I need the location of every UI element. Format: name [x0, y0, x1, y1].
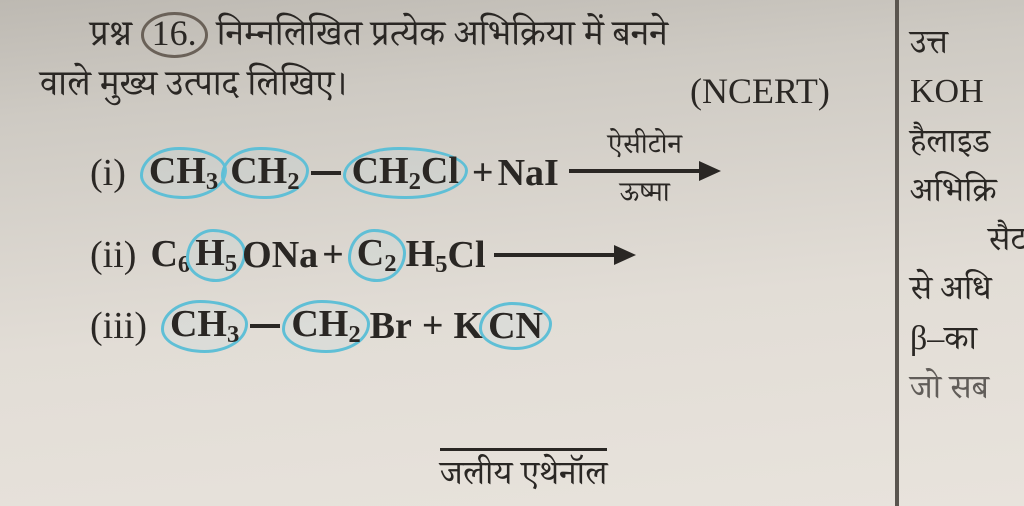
txt: CH: [230, 150, 287, 192]
sub: 5: [435, 251, 447, 278]
right-text-8: जो सब: [910, 363, 1024, 412]
reaction-arrow-ii: [494, 245, 636, 265]
br: Br: [370, 304, 412, 348]
txt: H: [195, 232, 225, 274]
txt: H: [406, 233, 436, 275]
reaction-iii: (iii) CH3 CH2 Br + K CN: [90, 300, 890, 353]
reaction-ii-num: (ii): [90, 233, 136, 277]
plus-sign: +: [422, 304, 444, 348]
main-column: प्रश्न 16. निम्नलिखित प्रत्येक अभिक्रिया…: [90, 12, 890, 367]
right-column: उत्त KOH हैलाइड अभिक्रि सैट से अधि β–का …: [910, 18, 1024, 412]
group-h5: H5: [186, 229, 246, 282]
plus-sign: +: [322, 233, 344, 277]
right-text-5: सैट: [910, 215, 1024, 264]
txt: C: [357, 232, 384, 274]
txt: CH: [352, 150, 409, 192]
right-text-6: से अधि: [910, 264, 1024, 313]
reaction-iii-num: (iii): [90, 304, 147, 348]
reagent-nai: NaI: [498, 151, 559, 195]
reaction-i-num: (i): [90, 151, 126, 195]
cl: Cl: [448, 233, 486, 277]
ona: ONa: [242, 233, 318, 277]
sub: 3: [227, 321, 239, 348]
group-ch2cl: CH2Cl: [343, 147, 468, 200]
right-text-4: अभिक्रि: [910, 166, 1024, 215]
group-ch3: CH3: [161, 300, 248, 353]
txt: CH: [170, 303, 227, 345]
column-divider: [895, 0, 899, 506]
page: प्रश्न 16. निम्नलिखित प्रत्येक अभिक्रिया…: [0, 0, 1024, 506]
txt: C: [150, 233, 177, 275]
bond-dash: [311, 171, 341, 175]
beta: β–: [910, 320, 944, 357]
h5: H5: [406, 232, 448, 279]
question-label: प्रश्न: [90, 13, 132, 53]
reaction-i: (i) CH3 CH2 CH2Cl + NaI ऐसीटोन ऊष्मा: [90, 135, 890, 211]
group-ch2: CH2: [282, 300, 369, 353]
right-text-1: उत्त: [910, 18, 1024, 67]
question-text-2: वाले मुख्य उत्पाद लिखिए।: [40, 63, 348, 103]
sub: 2: [287, 168, 299, 195]
reaction-arrow-i: ऐसीटोन ऊष्मा: [569, 135, 721, 211]
right-text-7: β–का: [910, 314, 1024, 363]
bond-dash: [250, 324, 280, 328]
txt: CN: [488, 305, 543, 347]
sub: 2: [348, 321, 360, 348]
question-number-circle: 16.: [141, 12, 208, 58]
sub: 2: [409, 168, 421, 195]
sub: 2: [384, 250, 396, 277]
arrow-line: [494, 253, 614, 257]
plus-sign: +: [472, 151, 494, 195]
question-number: 16.: [152, 13, 197, 53]
reaction-ii: (ii) C6 H5 ONa + C2 H5 Cl: [90, 229, 890, 282]
right-text-koh: KOH: [910, 67, 1024, 116]
sub: 5: [225, 250, 237, 277]
txt: का: [944, 320, 977, 357]
group-c2: C2: [348, 229, 406, 282]
arrow-head: [614, 245, 636, 265]
group-ch3: CH3: [140, 147, 227, 200]
question-text-1: निम्नलिखित प्रत्येक अभिक्रिया में बनने: [217, 13, 668, 53]
sub: 3: [206, 168, 218, 195]
bottom-solvent-label: जलीय एथेनॉल: [440, 448, 607, 506]
txt2: Cl: [421, 150, 459, 192]
question-source: (NCERT): [690, 70, 830, 112]
right-text-3: हैलाइड: [910, 117, 1024, 166]
c6: C6: [150, 232, 190, 279]
arrow-line: [569, 169, 699, 173]
txt: CH: [291, 303, 348, 345]
arrow-top-label: ऐसीटोन: [608, 135, 682, 163]
arrow-bottom-label: ऊष्मा: [620, 183, 670, 211]
group-ch2-a: CH2: [221, 147, 308, 200]
arrow-head: [699, 161, 721, 181]
group-cn: CN: [479, 302, 552, 350]
question-line-1: प्रश्न 16. निम्नलिखित प्रत्येक अभिक्रिया…: [90, 12, 890, 58]
txt: CH: [149, 150, 206, 192]
